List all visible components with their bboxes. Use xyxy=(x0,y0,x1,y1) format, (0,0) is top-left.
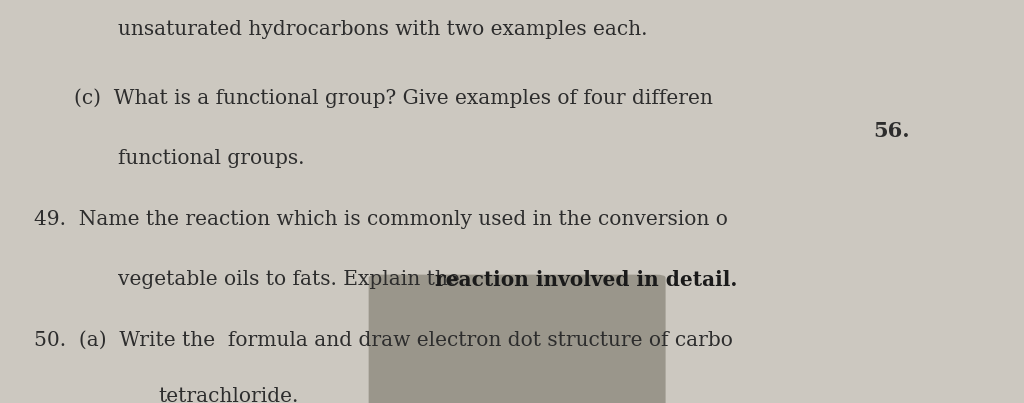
Text: (c)  What is a functional group? Give examples of four differen: (c) What is a functional group? Give exa… xyxy=(74,89,713,108)
FancyBboxPatch shape xyxy=(369,274,666,403)
Text: reaction involved in detail.: reaction involved in detail. xyxy=(435,270,737,290)
Text: 49.  Name the reaction which is commonly used in the conversion o: 49. Name the reaction which is commonly … xyxy=(34,210,728,229)
Text: vegetable oils to fats. Explain the: vegetable oils to fats. Explain the xyxy=(118,270,466,289)
Text: tetrachloride.: tetrachloride. xyxy=(159,387,299,403)
Text: 50.  (a)  Write the  formula and draw electron dot structure of carbo: 50. (a) Write the formula and draw elect… xyxy=(34,330,732,349)
Text: unsaturated hydrocarbons with two examples each.: unsaturated hydrocarbons with two exampl… xyxy=(118,20,647,39)
Text: functional groups.: functional groups. xyxy=(118,149,304,168)
Text: 56.: 56. xyxy=(873,121,910,141)
Text: vegetable oils to fats. Explain the reaction involved in detail.: vegetable oils to fats. Explain the reac… xyxy=(118,270,739,289)
